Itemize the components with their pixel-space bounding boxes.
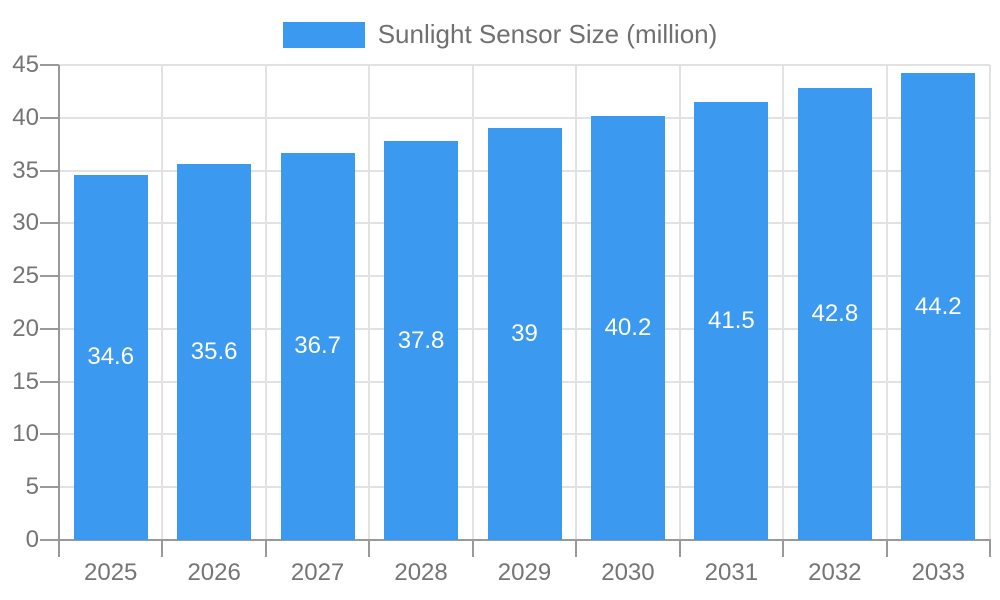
x-axis-tick-label: 2032: [808, 559, 862, 586]
y-axis-tick-label: 20: [12, 314, 39, 342]
y-axis-tick: [40, 380, 59, 383]
x-axis-tick-label: 2028: [394, 559, 448, 586]
bar-2030[interactable]: [590, 115, 665, 540]
legend-item[interactable]: Sunlight Sensor Size (million): [282, 19, 718, 50]
x-axis-tick-label: 2030: [601, 559, 655, 586]
y-axis-tick: [40, 433, 59, 436]
x-axis-tick: [885, 540, 888, 557]
y-axis-tick-label: 35: [12, 156, 39, 184]
gridline-vertical: [368, 65, 371, 540]
bar-2031[interactable]: [694, 101, 769, 540]
gridline-vertical: [989, 65, 991, 540]
gridline-vertical: [264, 65, 267, 540]
x-axis-tick: [161, 540, 164, 557]
legend-swatch-icon: [282, 21, 365, 48]
gridline-vertical: [678, 65, 681, 540]
bar-value-label: 34.6: [87, 343, 135, 371]
x-axis-tick: [471, 540, 474, 557]
y-axis-tick: [40, 169, 59, 172]
bar-2033[interactable]: [901, 73, 976, 540]
y-axis-tick: [40, 64, 59, 66]
gridline-horizontal: [59, 116, 990, 119]
x-axis-tick-label: 2027: [290, 559, 345, 586]
y-axis-tick-label: 5: [25, 473, 39, 501]
gridline-vertical: [471, 65, 474, 540]
gridline-vertical: [885, 65, 888, 540]
gridline-vertical: [575, 65, 578, 540]
bar-value-label: 42.8: [811, 300, 859, 328]
bar-value-label: 44.2: [914, 292, 962, 320]
legend-label: Sunlight Sensor Size (million): [377, 19, 718, 49]
x-axis-tick-label: 2031: [704, 559, 759, 586]
y-axis-tick-label: 40: [12, 103, 39, 131]
gridline-vertical: [782, 65, 785, 540]
bar-2032[interactable]: [797, 88, 872, 540]
bar-2029[interactable]: [487, 128, 562, 540]
bar-2027[interactable]: [280, 152, 355, 540]
x-axis-tick-label: 2033: [911, 559, 965, 586]
x-axis-tick: [575, 540, 578, 557]
y-axis-tick-label: 10: [12, 420, 39, 448]
y-axis-tick: [40, 275, 59, 278]
y-axis-line: [58, 65, 60, 557]
y-axis-tick: [40, 222, 59, 225]
y-axis-tick-label: 45: [12, 51, 39, 78]
y-axis-tick: [40, 116, 59, 119]
y-axis-tick-label: 15: [12, 367, 39, 395]
y-axis-tick: [40, 327, 59, 330]
gridline-horizontal: [59, 64, 990, 66]
x-axis-tick: [264, 540, 267, 557]
legend: Sunlight Sensor Size (million): [0, 19, 1000, 50]
bar-2025[interactable]: [73, 174, 148, 540]
y-axis-tick-label: 30: [12, 209, 39, 237]
bar-value-label: 36.7: [294, 332, 341, 360]
bar-value-label: 41.5: [708, 306, 755, 334]
bar-value-label: 39: [511, 320, 538, 348]
y-axis-tick-label: 25: [12, 262, 39, 290]
x-axis-tick-label: 2025: [84, 559, 138, 586]
bar-2028[interactable]: [384, 141, 459, 540]
x-axis-tick-label: 2029: [497, 559, 552, 586]
y-axis-tick: [40, 539, 59, 541]
y-axis-tick-label: 0: [25, 526, 39, 553]
bar-value-label: 40.2: [604, 313, 652, 341]
x-axis-tick: [368, 540, 371, 557]
x-axis-tick: [989, 540, 991, 557]
x-axis-line: [59, 539, 991, 541]
bar-value-label: 37.8: [397, 326, 445, 354]
gridline-vertical: [161, 65, 164, 540]
x-axis-tick-label: 2026: [187, 559, 241, 586]
y-axis-tick: [40, 486, 59, 489]
bar-value-label: 35.6: [190, 338, 238, 366]
x-axis-tick: [782, 540, 785, 557]
bar-2026[interactable]: [177, 164, 252, 540]
x-axis-tick: [678, 540, 681, 557]
